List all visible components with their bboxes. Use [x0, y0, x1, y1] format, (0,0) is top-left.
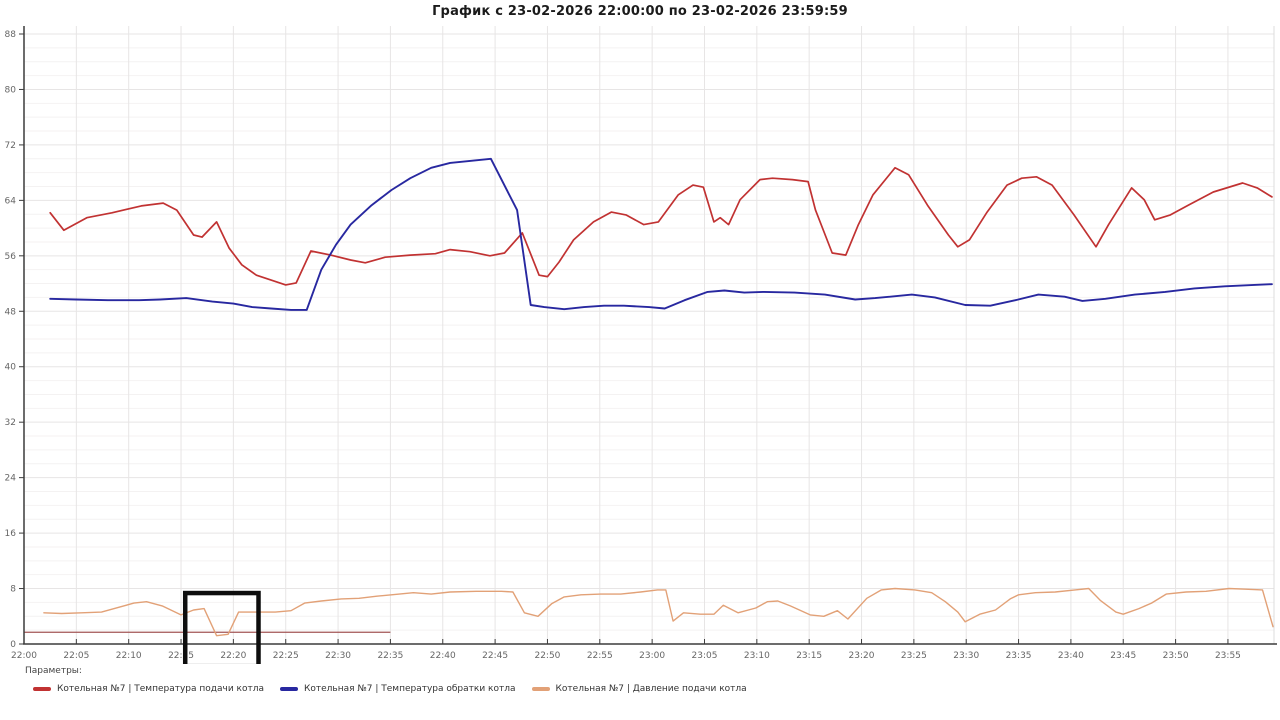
legend-items: Котельная №7 | Температура подачи котла К… [33, 684, 747, 694]
legend-label: Параметры: [25, 666, 82, 676]
x-tick-label: 23:50 [1163, 651, 1189, 661]
x-tick-label: 22:05 [63, 651, 89, 661]
legend-item-supply-temperature[interactable]: Котельная №7 | Температура подачи котла [33, 684, 264, 694]
supply-pressure-swatch [531, 687, 550, 691]
x-tick-label: 22:40 [430, 651, 456, 661]
y-tick-label: 0 [10, 640, 16, 650]
return-temperature-line [49, 157, 1273, 311]
x-tick-label: 22:35 [377, 651, 403, 661]
y-tick-label: 56 [5, 252, 17, 262]
x-tick-label: 23:30 [953, 651, 979, 661]
x-tick-label: 22:50 [534, 651, 560, 661]
legend-item-label: Котельная №7 | Температура обратки котла [304, 684, 516, 694]
x-tick-label: 22:00 [11, 651, 37, 661]
supply-pressure-line [43, 587, 1274, 637]
return-temperature-swatch [280, 687, 298, 691]
x-tick-label: 23:20 [849, 651, 875, 661]
x-tick-label: 22:20 [220, 651, 246, 661]
x-tick-label: 23:40 [1058, 651, 1084, 661]
x-tick-label: 23:25 [901, 651, 927, 661]
x-tick-label: 23:05 [692, 651, 718, 661]
x-tick-label: 23:55 [1215, 651, 1241, 661]
x-tick-label: 22:10 [116, 651, 142, 661]
x-tick-label: 23:15 [796, 651, 822, 661]
page-title: График с 23-02-2026 22:00:00 по 23-02-20… [432, 4, 848, 19]
y-tick-label: 80 [5, 85, 17, 95]
x-tick-label: 22:45 [482, 651, 508, 661]
x-tick-label: 23:10 [744, 651, 770, 661]
x-tick-label: 23:00 [639, 651, 665, 661]
line-chart-canvas: 0 8 16 24 32 40 48 56 64 72 80 88 22:00 22:05 22:10 22:… [5, 26, 1277, 664]
x-tick-label: 22:30 [325, 651, 351, 661]
y-tick-label: 16 [5, 529, 17, 539]
y-tick-label: 24 [5, 474, 17, 484]
x-tick-label: 22:55 [587, 651, 613, 661]
supply-temperature-line [49, 166, 1273, 286]
x-tick-label: 23:45 [1110, 651, 1136, 661]
y-tick-label: 48 [5, 307, 17, 317]
y-tick-label: 40 [5, 363, 17, 373]
x-tick-label: 22:15 [168, 651, 194, 661]
x-tick-label: 22:25 [273, 651, 299, 661]
legend-item-return-temperature[interactable]: Котельная №7 | Температура обратки котла [280, 684, 516, 694]
legend-item-supply-pressure[interactable]: Котельная №7 | Давление подачи котла [531, 684, 747, 694]
y-tick-label: 72 [5, 141, 16, 151]
supply-temperature-swatch [33, 687, 51, 691]
y-tick-label: 64 [5, 196, 17, 206]
legend-item-label: Котельная №7 | Давление подачи котла [555, 684, 747, 694]
y-tick-label: 8 [10, 585, 16, 595]
x-tick-label: 23:35 [1006, 651, 1032, 661]
legend-item-label: Котельная №7 | Температура подачи котла [57, 684, 264, 694]
y-tick-label: 32 [5, 418, 16, 428]
y-tick-label: 88 [5, 30, 17, 40]
annotation-box [182, 590, 261, 664]
